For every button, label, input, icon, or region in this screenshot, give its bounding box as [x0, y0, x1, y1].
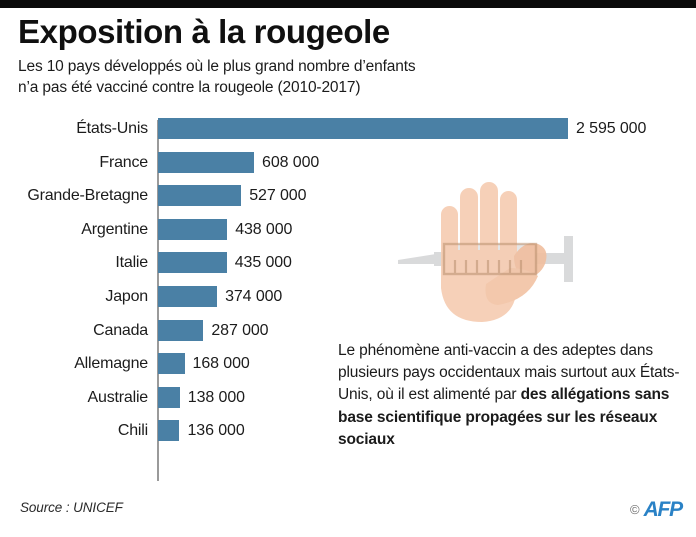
value-label: 2 595 000	[576, 120, 647, 137]
copyright-icon: ©	[630, 502, 640, 517]
chart-bar	[158, 151, 255, 173]
category-label: Italie	[115, 254, 148, 272]
subtitle-line-2: n’a pas été vacciné contre la rougeole (…	[18, 79, 361, 96]
value-label: 136 000	[187, 422, 245, 440]
chart-bar	[158, 118, 568, 139]
category-label: États-Unis	[76, 120, 148, 137]
page-title: Exposition à la rougeole	[18, 13, 390, 50]
category-label: France	[99, 153, 148, 171]
commentary-bold: des allégations sans base scientifique p…	[338, 386, 670, 448]
category-label: Argentine	[81, 220, 148, 238]
hand-syringe-svg	[398, 182, 573, 322]
hand-icon	[441, 182, 547, 322]
chart-row: Allemagne 168 000	[0, 353, 360, 386]
chart-bar	[158, 353, 185, 375]
chart-bar	[158, 319, 204, 341]
chart-row: Canada 287 000	[0, 319, 360, 353]
chart-row: Italie 435 000	[0, 252, 360, 285]
chart-bar	[158, 218, 228, 240]
value-label: 374 000	[225, 288, 283, 305]
chart-row: Australie 138 000	[0, 386, 360, 420]
value-label: 435 000	[234, 254, 292, 272]
page-subtitle: Les 10 pays développés où le plus grand …	[18, 56, 678, 99]
subtitle-line-1: Les 10 pays développés où le plus grand …	[18, 57, 416, 75]
value-label: 168 000	[192, 355, 250, 373]
chart-bar	[158, 252, 227, 274]
chart-row: Grande-Bretagne 527 000	[0, 185, 360, 218]
chart-axis-line	[157, 120, 159, 481]
category-label: Australie	[87, 388, 149, 406]
category-label: Japon	[105, 288, 148, 305]
category-label: Canada	[93, 321, 148, 339]
category-label: Grande-Bretagne	[27, 187, 148, 205]
value-label: 438 000	[235, 220, 293, 238]
value-label: 287 000	[211, 321, 269, 339]
header: Exposition à la rougeole Les 10 pays dév…	[18, 14, 678, 98]
hand-and-syringe-illustration	[398, 172, 598, 332]
chart-row: France 608 000	[0, 151, 360, 185]
category-label: Chili	[117, 422, 148, 440]
chart-bar	[158, 185, 242, 207]
chart-row: États-Unis 2 595 000	[0, 118, 646, 151]
afp-wordmark: AFP	[643, 498, 684, 521]
chart-bar	[158, 286, 218, 307]
chart-row: Chili 136 000	[0, 420, 360, 453]
bar-chart: États-Unis 2 595 000 France 608 000 Grande-B…	[0, 118, 646, 490]
chart-bar	[158, 386, 180, 408]
value-label: 608 000	[262, 153, 320, 171]
chart-row: Japon 374 000	[0, 286, 360, 319]
afp-logo: © AFP	[630, 498, 684, 521]
category-label: Allemagne	[74, 355, 148, 373]
syringe-graduations	[442, 242, 538, 276]
value-label: 527 000	[249, 187, 307, 205]
commentary-regular: Le phénomène anti-vaccin a des adeptes d…	[338, 342, 680, 404]
top-rule-divider	[0, 0, 696, 8]
value-label: 138 000	[187, 388, 245, 406]
chart-bar	[158, 420, 180, 442]
chart-row: Argentine 438 000	[0, 218, 360, 252]
source-credit: Source : UNICEF	[20, 500, 123, 515]
commentary-text: Le phénomène anti-vaccin a des adeptes d…	[338, 340, 688, 451]
